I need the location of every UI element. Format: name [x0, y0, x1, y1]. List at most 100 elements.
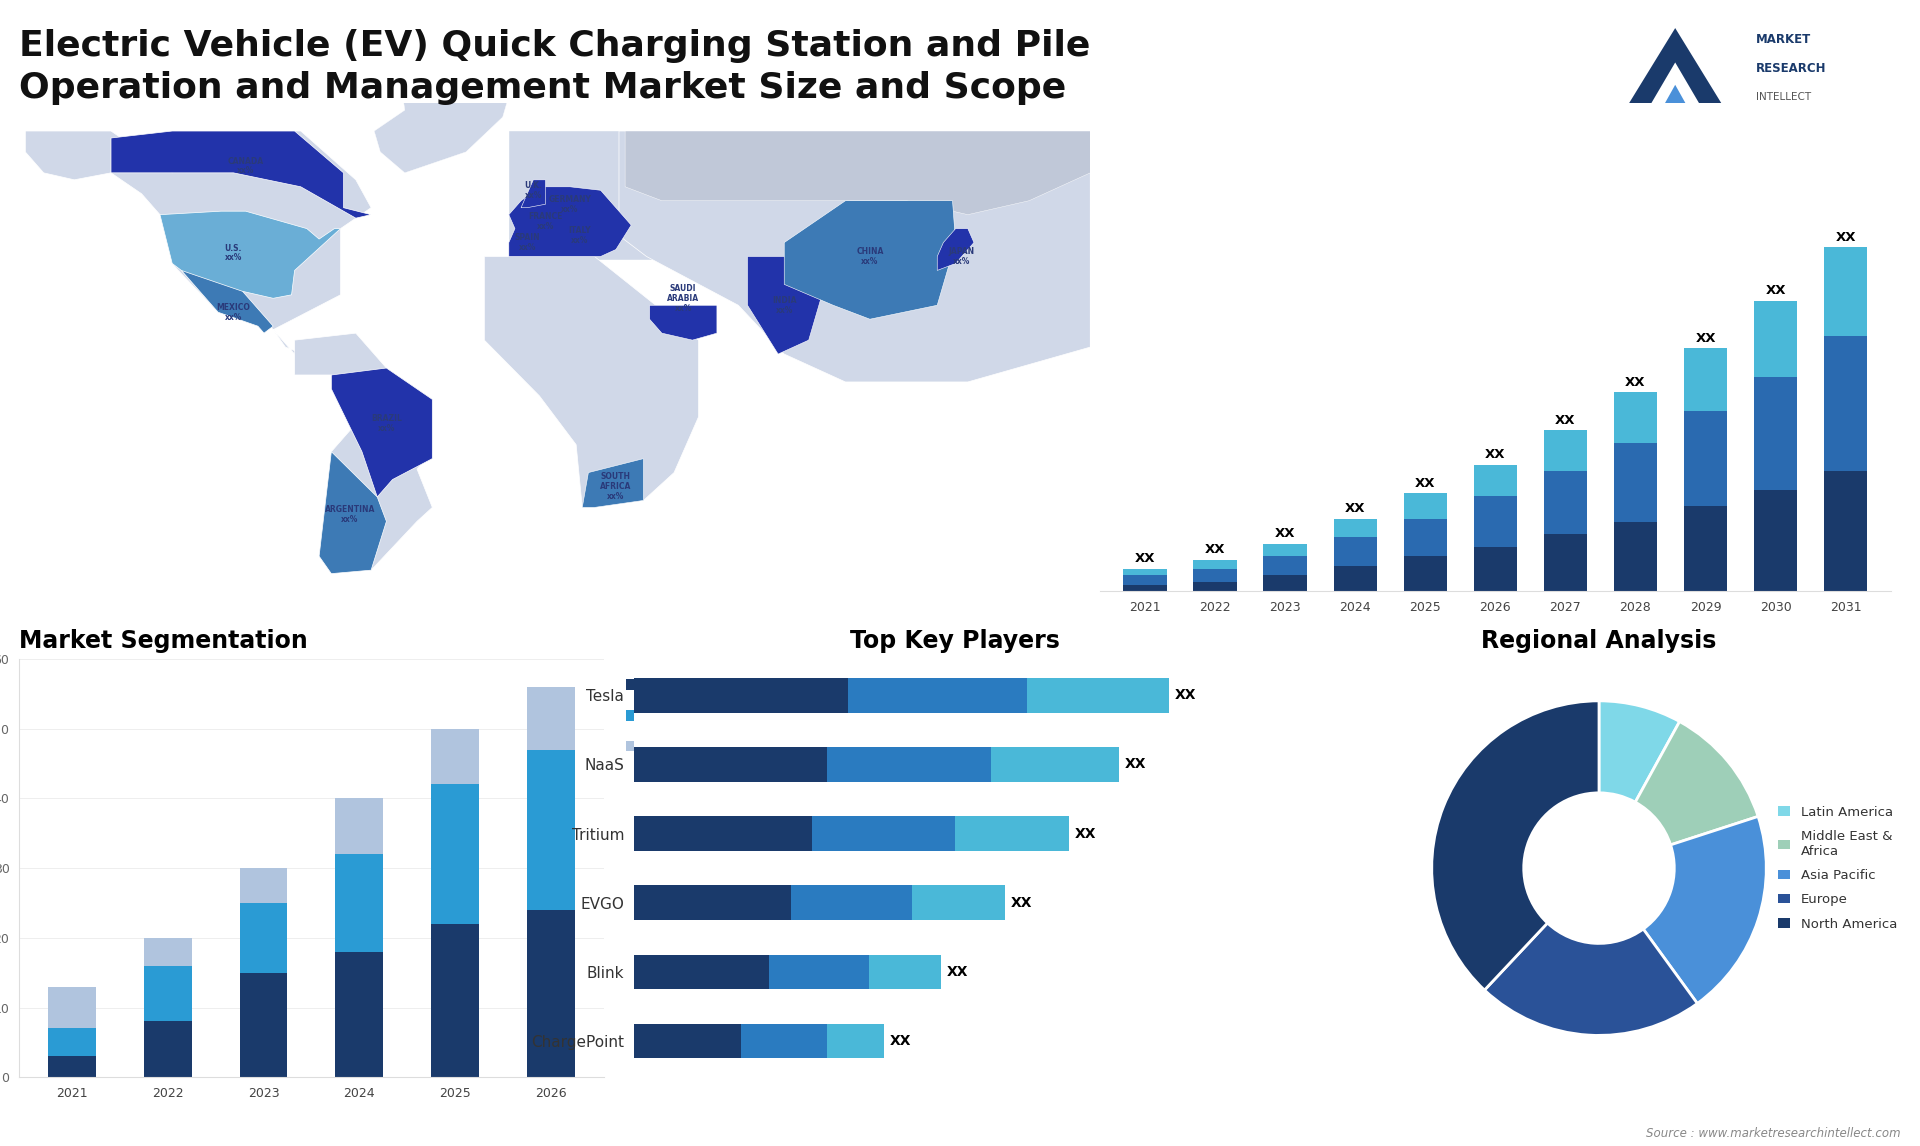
Polygon shape	[25, 131, 371, 354]
Bar	[1194, 570, 1236, 582]
Text: U.S.
xx%: U.S. xx%	[225, 244, 242, 262]
Text: Source : www.marketresearchintellect.com: Source : www.marketresearchintellect.com	[1645, 1128, 1901, 1140]
Text: XX: XX	[1206, 543, 1225, 556]
Bar	[1263, 575, 1308, 591]
Polygon shape	[159, 211, 340, 312]
Text: GERMANY
xx%: GERMANY xx%	[549, 195, 591, 213]
Bar	[48, 1057, 96, 1077]
Legend: Type, Application, Geography: Type, Application, Geography	[622, 674, 732, 758]
Wedge shape	[1599, 701, 1680, 802]
Text: XX: XX	[1695, 331, 1716, 345]
Bar	[526, 910, 574, 1077]
Text: INTELLECT: INTELLECT	[1755, 92, 1811, 102]
Wedge shape	[1484, 923, 1697, 1036]
Bar	[1753, 377, 1797, 490]
Bar	[1684, 505, 1728, 591]
Polygon shape	[618, 131, 1091, 382]
Bar	[828, 1023, 883, 1058]
Text: SPAIN
xx%: SPAIN xx%	[515, 233, 540, 252]
Polygon shape	[649, 305, 716, 340]
Bar	[1027, 678, 1169, 713]
Bar	[1684, 411, 1728, 505]
Bar	[526, 686, 574, 749]
Bar	[1615, 521, 1657, 591]
Polygon shape	[509, 131, 662, 260]
Bar	[1334, 518, 1377, 537]
Text: XX: XX	[1135, 552, 1156, 565]
Bar	[634, 1023, 741, 1058]
Bar	[1475, 547, 1517, 591]
Bar	[432, 785, 480, 924]
Text: XX: XX	[1764, 284, 1786, 297]
Bar	[1404, 557, 1448, 591]
Bar	[1263, 543, 1308, 557]
Polygon shape	[582, 458, 643, 508]
Bar	[240, 973, 288, 1077]
Bar	[1544, 430, 1588, 471]
Bar	[1824, 336, 1868, 471]
Polygon shape	[520, 180, 545, 207]
Text: Electric Vehicle (EV) Quick Charging Station and Pile
Operation and Management M: Electric Vehicle (EV) Quick Charging Sta…	[19, 29, 1091, 104]
Text: XX: XX	[1624, 376, 1645, 388]
Bar	[991, 747, 1119, 782]
Text: JAPAN
xx%: JAPAN xx%	[948, 248, 975, 266]
Polygon shape	[1611, 28, 1740, 131]
Bar	[1123, 584, 1167, 591]
Bar	[1123, 575, 1167, 584]
Bar	[336, 799, 384, 854]
Text: XX: XX	[1012, 896, 1033, 910]
Bar	[956, 816, 1069, 850]
Bar	[812, 816, 956, 850]
Text: XX: XX	[889, 1034, 910, 1047]
Bar	[336, 952, 384, 1077]
Text: XX: XX	[947, 965, 968, 979]
Text: INDIA
xx%: INDIA xx%	[772, 296, 797, 315]
Text: MEXICO
xx%: MEXICO xx%	[217, 303, 250, 322]
Bar	[634, 955, 770, 989]
Polygon shape	[626, 131, 1091, 214]
Text: XX: XX	[1555, 414, 1576, 426]
Text: XX: XX	[1275, 527, 1296, 540]
Wedge shape	[1636, 722, 1759, 845]
Text: XX: XX	[1486, 448, 1505, 461]
Text: CANADA
xx%: CANADA xx%	[228, 157, 263, 175]
Bar	[144, 966, 192, 1021]
Bar	[48, 1028, 96, 1057]
Bar	[828, 747, 991, 782]
Bar	[634, 816, 812, 850]
Polygon shape	[1634, 62, 1716, 131]
Bar	[1123, 570, 1167, 575]
Bar	[1615, 442, 1657, 521]
Polygon shape	[180, 270, 273, 333]
Bar	[1334, 566, 1377, 591]
Text: XX: XX	[1175, 689, 1196, 702]
Bar	[1404, 493, 1448, 518]
Text: SAUDI
ARABIA
xx%: SAUDI ARABIA xx%	[666, 284, 699, 313]
Bar	[912, 886, 1006, 920]
Wedge shape	[1432, 701, 1599, 990]
Polygon shape	[332, 368, 432, 497]
Bar	[432, 729, 480, 785]
Bar	[526, 749, 574, 910]
Polygon shape	[319, 452, 386, 574]
Bar	[791, 886, 912, 920]
Bar	[48, 987, 96, 1028]
Bar	[336, 854, 384, 952]
Bar	[1544, 534, 1588, 591]
Polygon shape	[484, 257, 699, 508]
Bar	[144, 1021, 192, 1077]
Polygon shape	[1649, 85, 1701, 131]
Bar	[634, 747, 828, 782]
Bar	[1475, 465, 1517, 496]
Text: ARGENTINA
xx%: ARGENTINA xx%	[324, 505, 374, 524]
Bar	[1263, 557, 1308, 575]
Title: Top Key Players: Top Key Players	[851, 629, 1060, 653]
Bar	[1684, 348, 1728, 411]
Title: Regional Analysis: Regional Analysis	[1482, 629, 1716, 653]
Bar	[741, 1023, 828, 1058]
Bar	[1194, 582, 1236, 591]
Text: Market Segmentation: Market Segmentation	[19, 629, 307, 653]
Text: U.K.
xx%: U.K. xx%	[524, 181, 541, 199]
Polygon shape	[111, 131, 371, 218]
Bar	[1334, 537, 1377, 566]
